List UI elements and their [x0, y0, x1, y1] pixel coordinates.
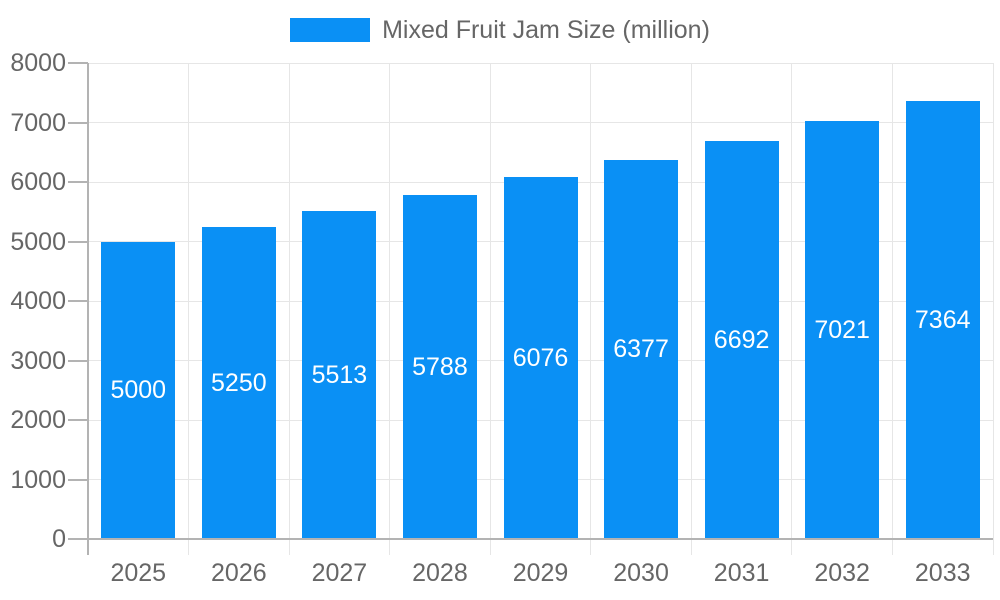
y-axis-label: 0 — [52, 525, 66, 553]
y-axis-tick — [68, 359, 88, 362]
y-axis-label: 8000 — [10, 49, 66, 77]
bar-2028 — [402, 194, 477, 539]
x-axis-label: 2028 — [412, 559, 468, 587]
y-axis-label: 3000 — [10, 346, 66, 375]
bar-2030 — [604, 159, 679, 539]
gridline-v — [188, 63, 190, 555]
bar-value-label: 6076 — [512, 344, 569, 373]
gridline-v — [489, 63, 491, 555]
bar-value-label: 7364 — [914, 305, 971, 334]
y-axis-tick — [68, 181, 88, 183]
bar-2026 — [201, 226, 276, 539]
y-axis-label: 7000 — [10, 108, 66, 137]
bar-value-label: 5788 — [412, 352, 468, 381]
bar-value-label: 5513 — [311, 360, 368, 389]
bar-2025 — [101, 241, 176, 539]
legend-swatch — [290, 18, 371, 42]
x-axis-line — [88, 538, 993, 540]
x-axis-label: 2029 — [512, 559, 569, 587]
y-axis-tick — [68, 419, 88, 421]
x-axis-label: 2030 — [613, 559, 669, 587]
bar-value-label: 6377 — [613, 335, 669, 364]
y-axis-tick — [68, 478, 88, 481]
y-axis-line — [87, 63, 89, 555]
x-axis-label: 2027 — [311, 559, 368, 587]
x-axis-label: 2033 — [914, 559, 971, 587]
y-axis-tick — [68, 240, 88, 243]
gridline-v — [590, 63, 592, 555]
y-axis-label: 2000 — [10, 406, 66, 434]
y-axis-label: 6000 — [10, 168, 66, 196]
y-axis-tick — [68, 300, 88, 302]
bar-value-label: 6692 — [713, 325, 770, 354]
y-axis-tick — [68, 121, 88, 124]
bar-value-label: 7021 — [814, 316, 870, 345]
bar-2032 — [805, 121, 880, 539]
bar-value-label: 5000 — [110, 376, 167, 405]
x-axis-label: 2032 — [814, 559, 870, 587]
bar-value-label: 5250 — [211, 368, 267, 397]
bar-2027 — [302, 210, 377, 539]
bar-2033 — [905, 100, 980, 539]
x-axis-label: 2026 — [211, 559, 267, 587]
y-axis-tick — [68, 538, 88, 540]
y-axis-label: 1000 — [10, 465, 66, 494]
bar-2029 — [503, 177, 578, 539]
legend[interactable]: Mixed Fruit Jam Size (million) — [0, 16, 1000, 44]
gridline-v — [690, 63, 692, 555]
bar-2031 — [704, 140, 779, 539]
y-axis-label: 4000 — [10, 287, 66, 315]
gridline-v — [891, 63, 893, 555]
gridline-v — [389, 63, 391, 555]
gridline-h — [88, 62, 993, 64]
gridline-v — [791, 63, 793, 555]
legend-label: Mixed Fruit Jam Size (million) — [382, 16, 710, 44]
x-axis-label: 2031 — [713, 559, 770, 587]
x-axis-label: 2025 — [110, 559, 167, 587]
gridline-v — [288, 63, 290, 555]
gridline-v — [992, 63, 994, 555]
y-axis-tick — [68, 62, 88, 64]
gridline-h — [88, 122, 993, 123]
y-axis-label: 5000 — [10, 227, 66, 256]
